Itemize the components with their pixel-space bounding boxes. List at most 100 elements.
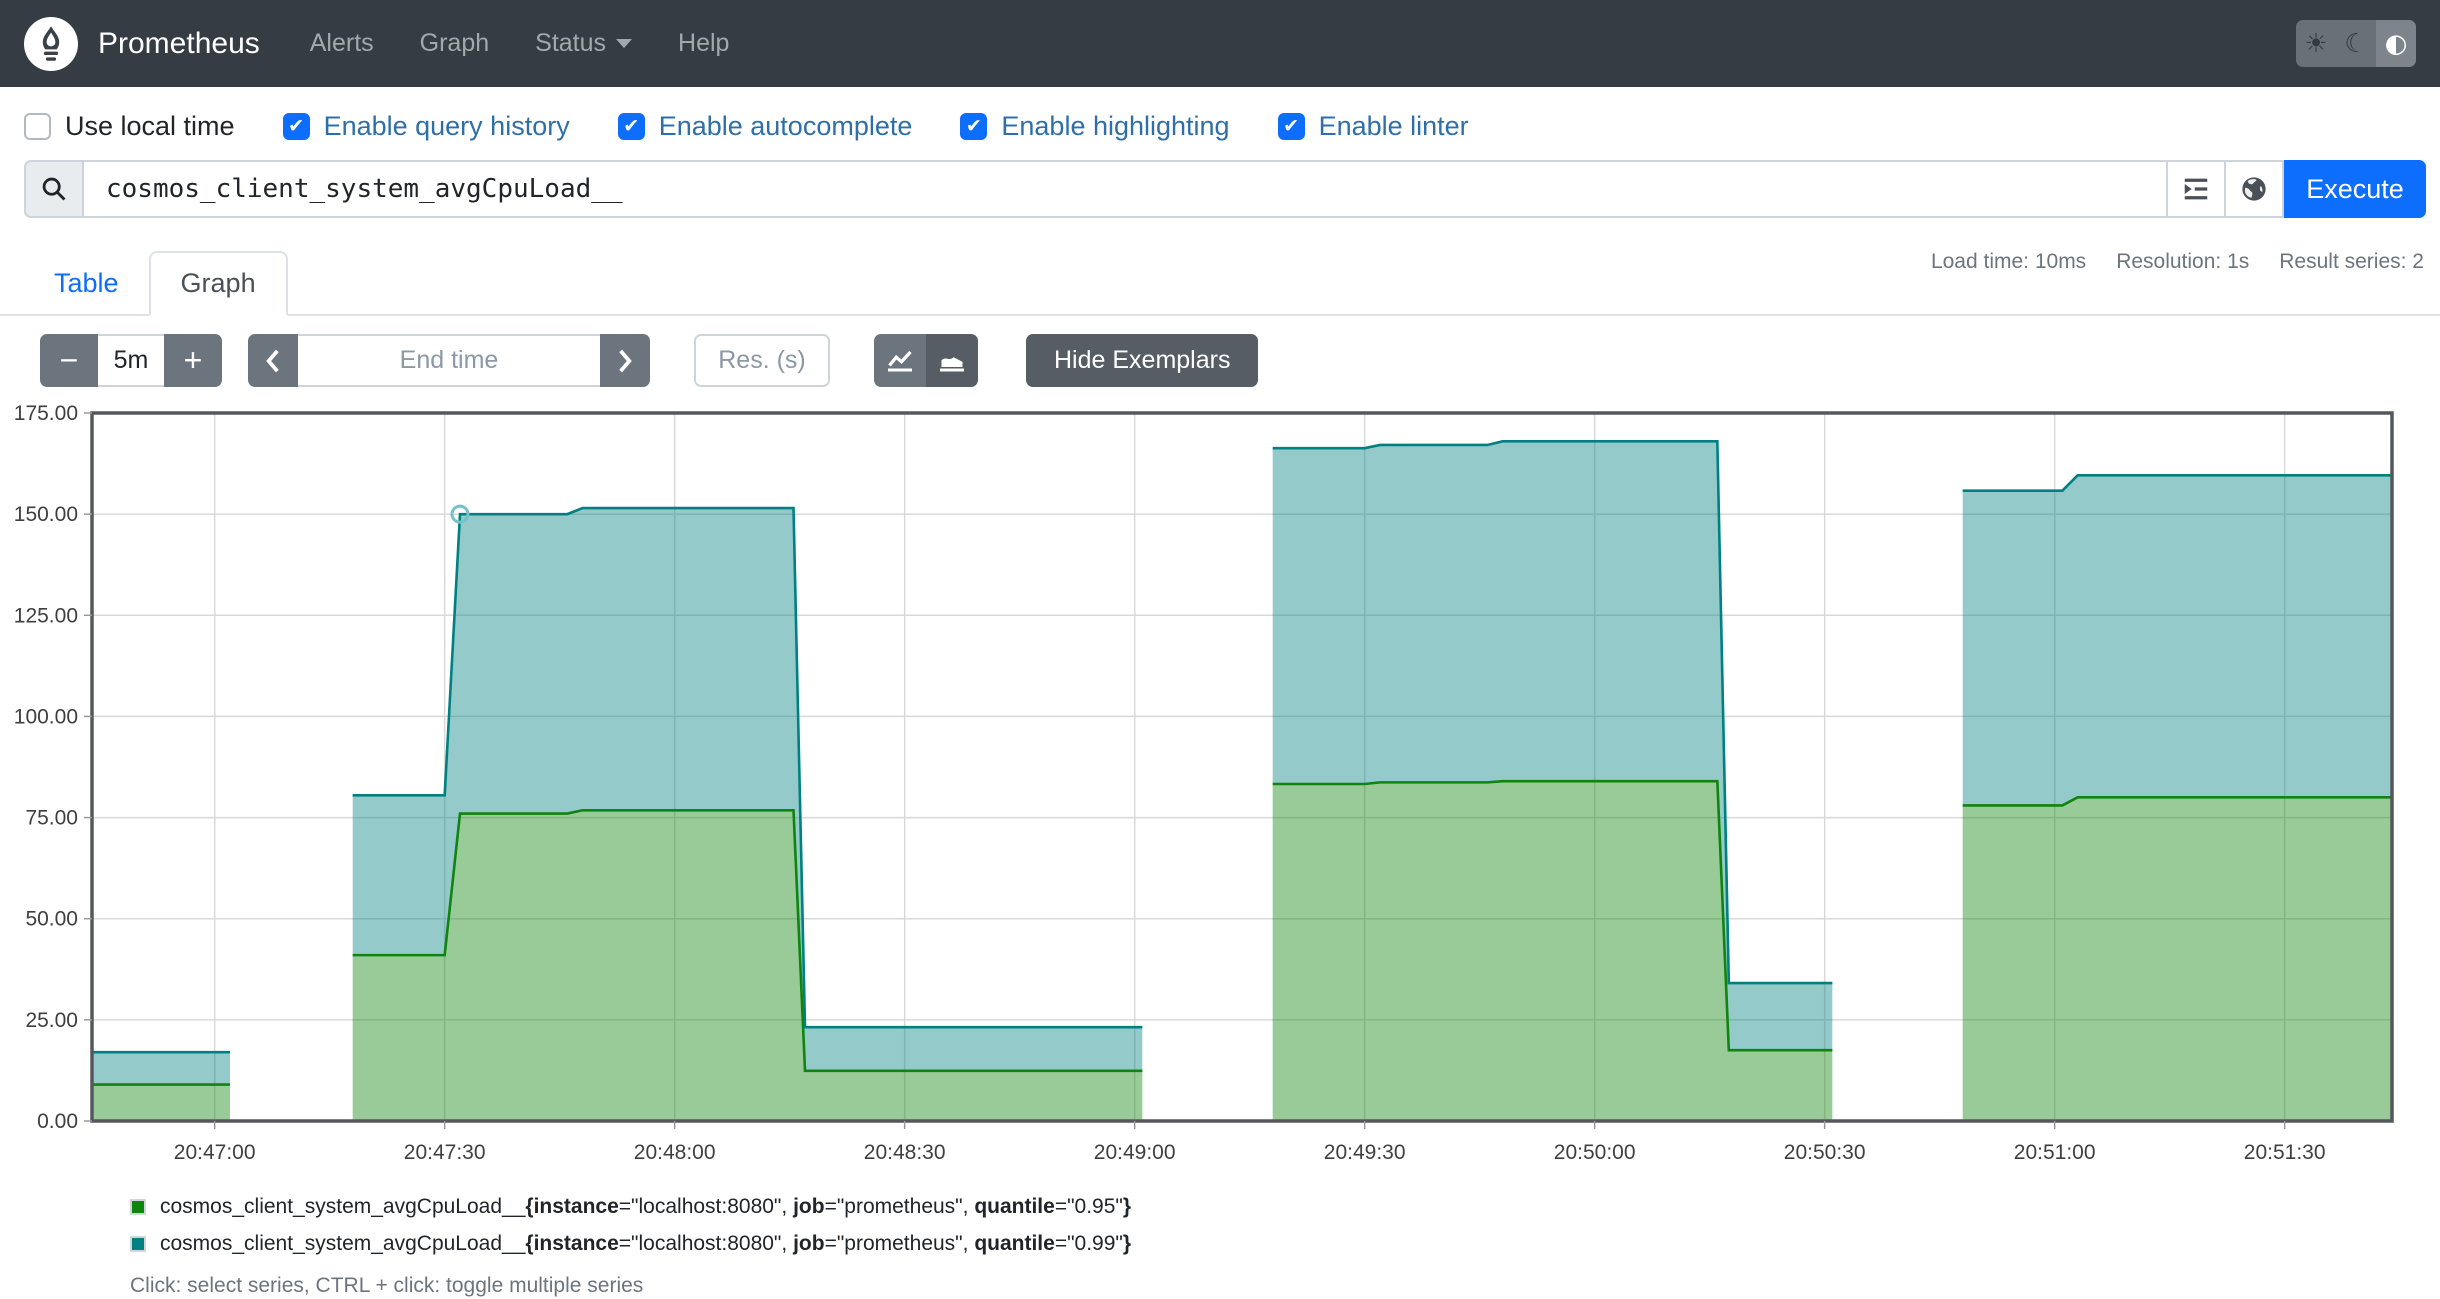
options-row: ✔ Use local time ✔ Enable query history … bbox=[0, 87, 2440, 160]
contrast-icon: ◐ bbox=[2384, 28, 2408, 59]
check-icon: ✔ bbox=[288, 115, 305, 137]
range-increase-button[interactable]: + bbox=[164, 334, 222, 387]
series-line-q95 bbox=[1272, 779, 1833, 1052]
graph-canvas[interactable]: 0.00 25.00 50.00 75.00 100.00 125.00 150.00 175… bbox=[14, 402, 2414, 1169]
option-enable-autocomplete[interactable]: ✔ Enable autocomplete bbox=[617, 111, 912, 142]
y-axis-label: 100.00 bbox=[14, 705, 78, 728]
moon-icon: ☾ bbox=[2344, 28, 2368, 59]
metrics-explorer-button[interactable] bbox=[2226, 160, 2284, 218]
brand[interactable]: Prometheus bbox=[24, 16, 260, 71]
series-area-q99 bbox=[92, 1052, 230, 1085]
stacked-chart-icon bbox=[940, 356, 964, 371]
load-time: Load time: 10ms bbox=[1930, 250, 2087, 273]
indent-icon bbox=[2184, 178, 2208, 200]
option-enable-highlighting[interactable]: ✔ Enable highlighting bbox=[960, 111, 1230, 142]
legend: cosmos_client_system_avgCpuLoad__{instan… bbox=[130, 1195, 2440, 1256]
x-axis-label: 20:50:30 bbox=[1784, 1141, 1866, 1164]
option-enable-linter[interactable]: ✔ Enable linter bbox=[1277, 111, 1469, 142]
x-axis-label: 20:51:30 bbox=[2244, 1141, 2326, 1164]
series-line-q95 bbox=[352, 808, 1143, 1073]
check-icon: ✔ bbox=[1283, 115, 1300, 137]
check-icon: ✔ bbox=[965, 115, 982, 137]
range-input[interactable] bbox=[98, 334, 164, 387]
nav-link-graph[interactable]: Graph bbox=[419, 29, 490, 57]
x-axis-label: 20:47:30 bbox=[404, 1141, 486, 1164]
x-axis-label: 20:49:00 bbox=[1094, 1141, 1176, 1164]
auto-theme-button[interactable]: ◐ bbox=[2376, 20, 2416, 67]
brand-title: Prometheus bbox=[98, 26, 260, 60]
y-axis-label: 150.00 bbox=[14, 503, 78, 526]
series-area-q95 bbox=[1962, 797, 2392, 1121]
series-line-q99 bbox=[1962, 474, 2392, 492]
tabs-row: Table Graph Load time: 10ms Resolution: … bbox=[0, 246, 2440, 316]
dark-theme-button[interactable]: ☾ bbox=[2336, 20, 2376, 67]
globe-icon bbox=[2242, 177, 2266, 201]
prometheus-logo-icon bbox=[24, 16, 78, 71]
series-area-q95 bbox=[92, 1084, 230, 1121]
nav-link-status[interactable]: Status bbox=[535, 29, 633, 58]
x-axis-label: 20:48:30 bbox=[864, 1141, 946, 1164]
query-input[interactable] bbox=[82, 160, 2168, 218]
tab-table[interactable]: Table bbox=[54, 268, 119, 298]
checkbox[interactable]: ✔ bbox=[960, 113, 988, 140]
range-group: − + bbox=[40, 334, 222, 387]
theme-toggle-group: ☀ ☾ ◐ bbox=[2296, 20, 2416, 67]
x-axis-label: 20:48:00 bbox=[634, 1141, 716, 1164]
graph-controls: − + Hide Exemplars bbox=[0, 316, 2440, 397]
series-area-q99 bbox=[1272, 441, 1833, 1051]
search-icon bbox=[42, 177, 66, 201]
y-axis-label: 50.00 bbox=[25, 908, 78, 931]
legend-series-name: cosmos_client_system_avgCpuLoad__{instan… bbox=[160, 1232, 1132, 1255]
chevron-down-icon bbox=[616, 39, 633, 48]
resolution-input[interactable] bbox=[694, 334, 830, 387]
time-back-button[interactable] bbox=[248, 334, 298, 387]
option-use-local-time[interactable]: ✔ Use local time bbox=[24, 111, 235, 142]
x-axis-label: 20:51:00 bbox=[2014, 1141, 2096, 1164]
checkbox[interactable]: ✔ bbox=[282, 113, 310, 140]
checkbox[interactable]: ✔ bbox=[617, 113, 645, 140]
legend-series-name: cosmos_client_system_avgCpuLoad__{instan… bbox=[160, 1195, 1132, 1218]
series-area-q99 bbox=[352, 508, 1143, 1071]
nav-link-help[interactable]: Help bbox=[678, 29, 730, 57]
checkbox[interactable]: ✔ bbox=[24, 113, 51, 140]
tab-graph[interactable]: Graph bbox=[148, 251, 288, 316]
series-line-q95 bbox=[1962, 796, 2392, 807]
series-line-q99 bbox=[1272, 440, 1833, 985]
query-stats: Load time: 10ms Resolution: 1s Result se… bbox=[1931, 250, 2424, 274]
option-enable-query-history[interactable]: ✔ Enable query history bbox=[282, 111, 570, 142]
plot-border bbox=[90, 411, 2394, 1123]
check-icon: ✔ bbox=[623, 115, 640, 137]
navbar: Prometheus Alerts Graph Status Help ☀ ☾ … bbox=[0, 0, 2440, 87]
y-axis-label: 125.00 bbox=[14, 604, 78, 627]
line-chart-mode-button[interactable] bbox=[874, 334, 926, 387]
resolution: Resolution: 1s bbox=[2116, 250, 2250, 273]
series-area-q95 bbox=[352, 810, 1143, 1121]
legend-item[interactable]: cosmos_client_system_avgCpuLoad__{instan… bbox=[130, 1195, 2440, 1219]
legend-swatch bbox=[130, 1236, 146, 1252]
nav-link-alerts[interactable]: Alerts bbox=[309, 29, 374, 57]
exemplar-marker bbox=[450, 504, 470, 524]
series-line-q99 bbox=[352, 506, 1143, 1029]
graph-panel[interactable]: 0.00 25.00 50.00 75.00 100.00 125.00 150.00 175… bbox=[14, 402, 2440, 1169]
chevron-right-icon bbox=[619, 349, 632, 372]
y-axis-label: 25.00 bbox=[25, 1009, 78, 1032]
result-series: Result series: 2 bbox=[2279, 250, 2424, 273]
end-time-input[interactable] bbox=[298, 334, 600, 387]
y-axis-label: 75.00 bbox=[25, 807, 78, 830]
legend-hint: Click: select series, CTRL + click: togg… bbox=[130, 1274, 644, 1297]
line-chart-icon bbox=[888, 350, 912, 371]
time-forward-button[interactable] bbox=[600, 334, 650, 387]
light-theme-button[interactable]: ☀ bbox=[2296, 20, 2336, 67]
checkbox[interactable]: ✔ bbox=[1277, 113, 1305, 140]
query-bar: Execute bbox=[24, 160, 2426, 218]
legend-swatch bbox=[130, 1199, 146, 1215]
insert-metric-button[interactable] bbox=[2168, 160, 2226, 218]
stacked-chart-mode-button[interactable] bbox=[926, 334, 978, 387]
nav-links: Alerts Graph Status Help bbox=[310, 29, 730, 58]
execute-button[interactable]: Execute bbox=[2284, 160, 2426, 218]
series-area-q95 bbox=[1272, 781, 1833, 1121]
hide-exemplars-button[interactable]: Hide Exemplars bbox=[1026, 334, 1259, 387]
end-time-group bbox=[248, 334, 650, 387]
legend-item[interactable]: cosmos_client_system_avgCpuLoad__{instan… bbox=[130, 1232, 2440, 1256]
range-decrease-button[interactable]: − bbox=[40, 334, 98, 387]
